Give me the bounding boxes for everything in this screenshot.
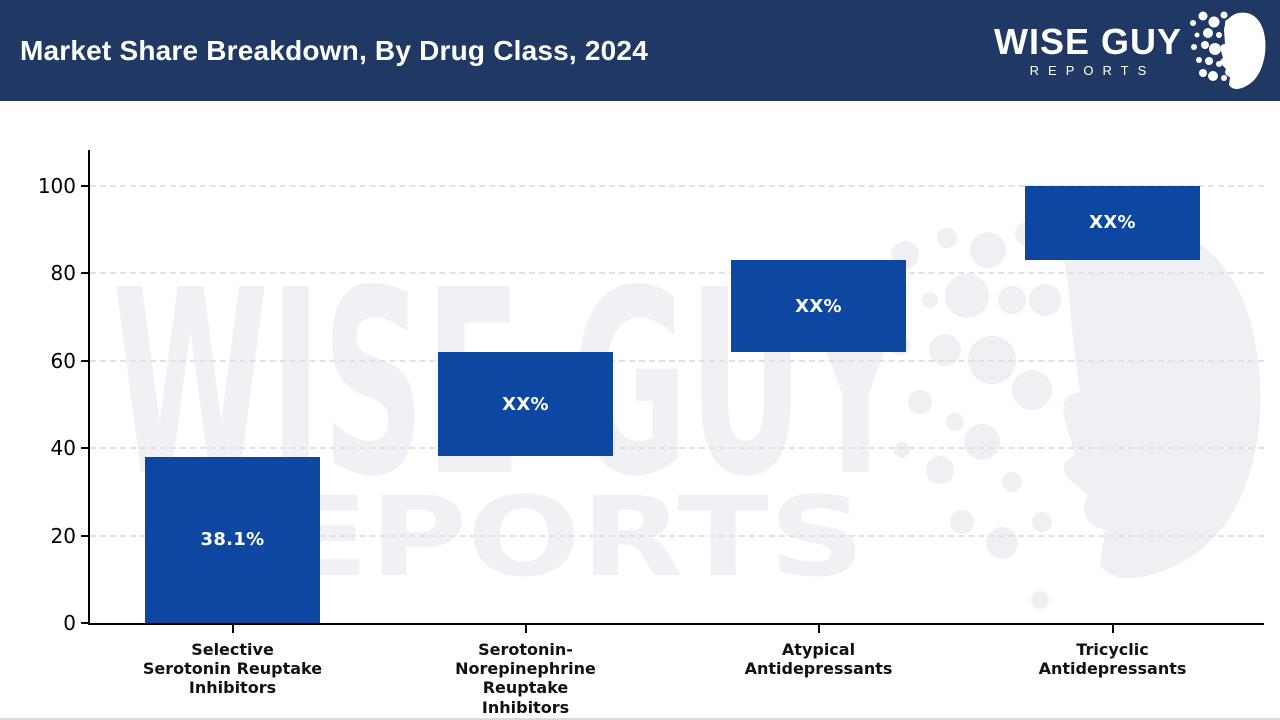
x-tick-mark [231, 625, 234, 633]
y-tick-label: 80 [50, 261, 76, 286]
y-tick-label: 100 [37, 174, 76, 198]
x-category-label: Serotonin- Norepinephrine Reuptake Inhib… [455, 640, 596, 717]
bar-segment: XX% [731, 259, 906, 353]
x-tick-mark [524, 625, 527, 633]
x-tick-mark [1111, 625, 1114, 633]
plot-area: 0 20 40 60 80 100 38.1% Selective Serotonin Reu… [38, 150, 1264, 717]
x-category-label: Tricyclic Antidepressants [1038, 640, 1187, 679]
y-tick-label: 20 [50, 523, 76, 548]
logo-wordmark: WISE GUY [993, 21, 1182, 63]
y-tick-mark [81, 622, 88, 624]
bar-value-label: XX% [502, 393, 549, 415]
wiseguy-face-icon [1190, 11, 1266, 89]
gridline [90, 185, 1264, 187]
gridline [90, 272, 1264, 275]
bar-segment: 38.1% [145, 456, 320, 623]
y-tick-label: 0 [63, 611, 76, 635]
logo-subtext: REPORTS [1029, 62, 1156, 78]
y-tick-mark [81, 359, 88, 362]
bar-value-label: XX% [1089, 212, 1136, 234]
header-bar: Market Share Breakdown, By Drug Class, 2… [0, 0, 1280, 101]
gridline [90, 534, 1264, 537]
y-tick-label: 40 [50, 436, 76, 461]
bar-segment: XX% [1025, 186, 1200, 260]
x-tick-mark [817, 625, 820, 633]
gridline [90, 359, 1264, 362]
y-tick-label: 60 [50, 348, 76, 373]
logo-text: WISE GUY REPORTS [994, 23, 1182, 78]
bar-value-label: XX% [795, 295, 842, 317]
gridline [90, 447, 1264, 450]
y-tick-mark [81, 185, 88, 187]
page-title: Market Share Breakdown, By Drug Class, 2… [20, 34, 648, 66]
x-category-label: Selective Serotonin Reuptake Inhibitors [142, 640, 323, 698]
x-category-label: Atypical Antidepressants [744, 640, 893, 679]
bar-value-label: 38.1% [200, 529, 265, 551]
y-tick-mark [81, 534, 88, 537]
bar-segment: XX% [438, 352, 613, 457]
y-tick-mark [81, 272, 88, 275]
wiseguy-logo: WISE GUY REPORTS [994, 8, 1268, 93]
y-tick-mark [81, 447, 88, 450]
